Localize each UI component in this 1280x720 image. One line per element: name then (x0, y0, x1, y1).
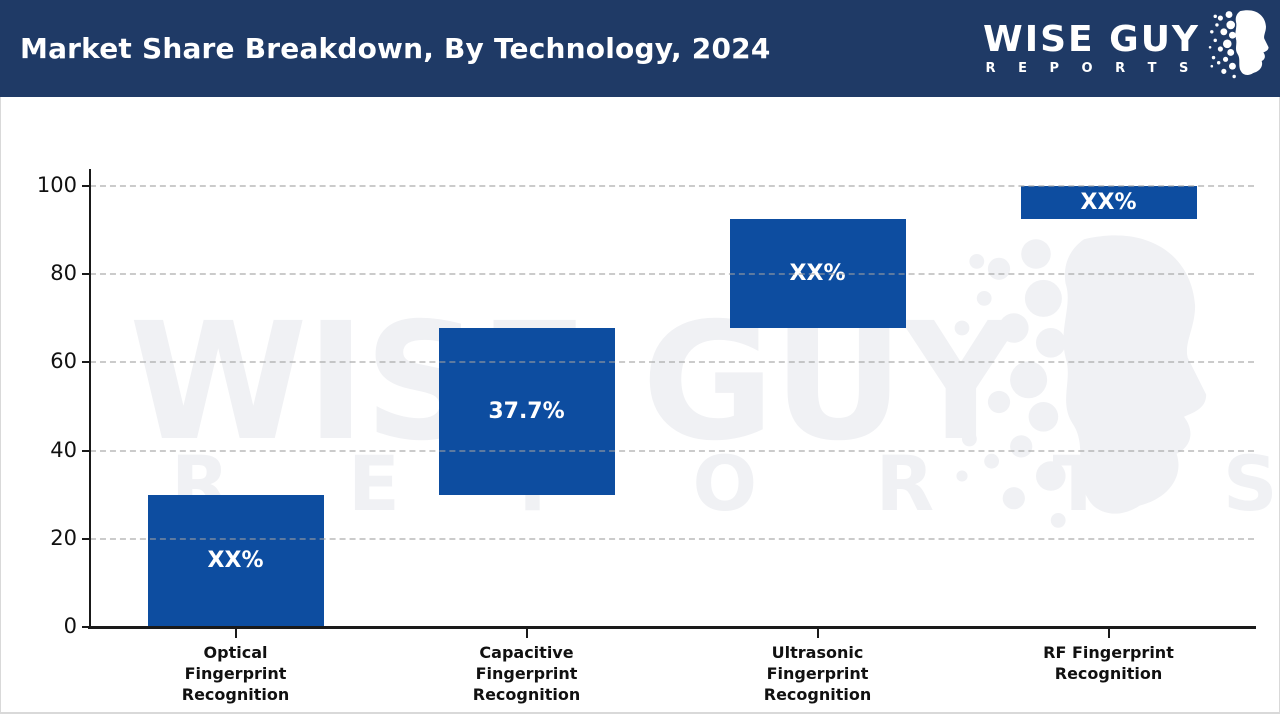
page-title: Market Share Breakdown, By Technology, 2… (20, 32, 771, 65)
y-tick-label-20: 20 (50, 525, 77, 550)
x-category-label-4: RF Fingerprint Recognition (1043, 643, 1174, 683)
x-category-label-1: Optical Fingerprint Recognition (181, 643, 290, 704)
x-tick-mark-1 (234, 629, 237, 638)
wise-guy-logo: WISE GUY R E P O R T S (983, 6, 1280, 92)
bar-value-label-4: XX% (1080, 190, 1137, 216)
watermark-face-icon (949, 235, 1207, 528)
gridline-40 (90, 449, 1254, 452)
y-tick-label-40: 40 (50, 437, 77, 462)
dotted-face-icon (1208, 9, 1269, 78)
bar-value-label-1: XX% (207, 548, 264, 574)
header-bar: Market Share Breakdown, By Technology, 2… (0, 0, 1280, 97)
bar-1: XX% (147, 494, 324, 627)
x-category-label-3: Ultrasonic Fingerprint Recognition (763, 643, 872, 704)
bar-value-label-2: 37.7% (488, 399, 565, 425)
x-tick-mark-3 (816, 629, 819, 638)
y-tick-label-60: 60 (50, 349, 77, 374)
x-axis-line (88, 626, 1256, 629)
y-tick-label-0: 0 (63, 614, 77, 638)
gridline-20 (90, 537, 1254, 540)
x-category-label-2: Capacitive Fingerprint Recognition (472, 643, 581, 704)
y-tick-mark-40 (82, 449, 89, 452)
y-tick-label-80: 80 (50, 261, 77, 286)
logo-subtitle: R E P O R T S (985, 61, 1198, 76)
bar-4: XX% (1020, 186, 1197, 220)
y-tick-mark-0 (82, 626, 89, 628)
bar-2: 37.7% (438, 328, 615, 495)
y-tick-mark-100 (82, 185, 89, 187)
y-axis-line (89, 169, 91, 629)
logo-wordmark: WISE GUY (982, 19, 1200, 60)
x-tick-mark-2 (525, 629, 528, 638)
x-tick-mark-4 (1107, 629, 1110, 638)
y-tick-mark-80 (82, 273, 89, 276)
y-tick-mark-20 (82, 537, 89, 540)
gridline-80 (90, 273, 1254, 276)
logo-text: WISE GUY R E P O R T S (982, 19, 1200, 77)
plot-area: XX% 37.7% XX% XX% (90, 185, 1254, 627)
gridline-60 (90, 361, 1254, 364)
y-tick-label-100: 100 (36, 173, 77, 197)
y-tick-mark-60 (82, 361, 89, 364)
gridline-100 (90, 185, 1254, 187)
